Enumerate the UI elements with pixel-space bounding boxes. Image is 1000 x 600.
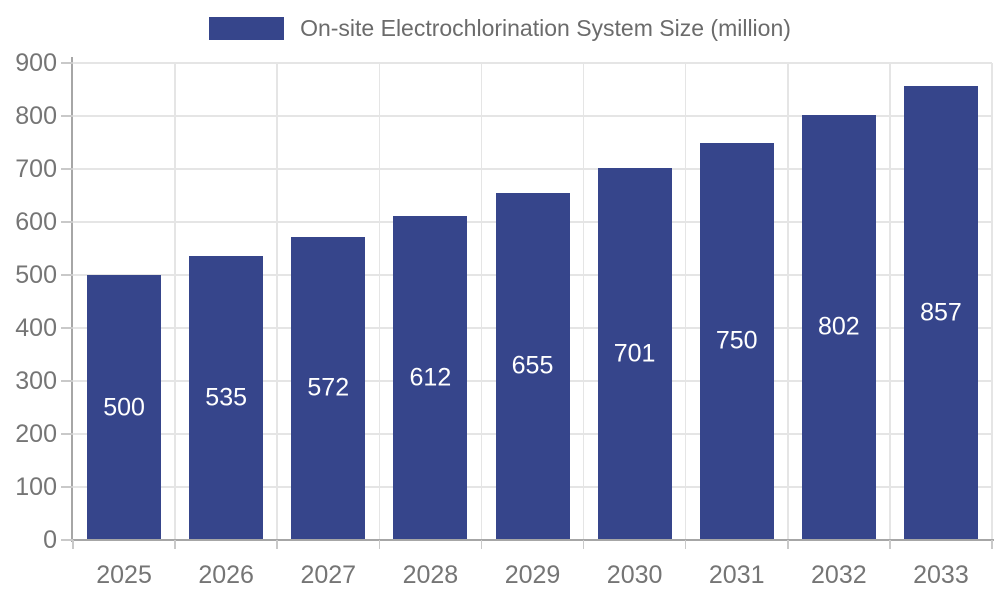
bar-value-label: 500 bbox=[103, 393, 145, 421]
y-tick-label: 200 bbox=[15, 420, 57, 448]
bar-value-label: 655 bbox=[511, 351, 554, 380]
x-tick-label: 2028 bbox=[402, 561, 459, 589]
y-tick-label: 600 bbox=[15, 208, 57, 236]
x-tick-mark bbox=[174, 540, 176, 549]
y-tick-mark bbox=[61, 433, 73, 435]
x-tick-mark bbox=[378, 540, 381, 549]
bar: 500 bbox=[87, 275, 162, 540]
bar-value-label: 612 bbox=[409, 363, 452, 392]
bar: 802 bbox=[801, 114, 876, 540]
y-tick-label: 400 bbox=[15, 314, 57, 342]
y-tick-mark bbox=[61, 168, 73, 170]
bar: 857 bbox=[903, 85, 978, 540]
x-grid-line bbox=[684, 63, 687, 540]
y-tick-label: 900 bbox=[15, 49, 57, 77]
bar-value-label: 750 bbox=[715, 326, 758, 355]
y-tick-mark bbox=[61, 539, 73, 541]
bar: 655 bbox=[495, 192, 570, 540]
y-tick-label: 300 bbox=[15, 367, 57, 395]
y-tick-mark bbox=[61, 62, 73, 64]
x-tick-label: 2026 bbox=[198, 561, 254, 589]
bar: 701 bbox=[597, 168, 672, 540]
bar: 750 bbox=[699, 142, 774, 540]
x-grid-line bbox=[276, 63, 279, 540]
y-tick-label: 100 bbox=[15, 473, 57, 501]
bar-value-label: 857 bbox=[920, 298, 962, 327]
plot-area: 500 535 572 612 655 701 750 802 857 bbox=[73, 62, 993, 540]
x-tick-label: 2030 bbox=[606, 561, 663, 589]
bar-value-label: 535 bbox=[205, 383, 248, 412]
x-grid-line bbox=[480, 63, 483, 540]
x-tick-mark bbox=[582, 540, 585, 549]
x-tick-mark bbox=[786, 540, 789, 549]
y-tick-mark bbox=[61, 327, 73, 329]
x-grid-line bbox=[582, 63, 585, 540]
x-tick-label: 2031 bbox=[708, 561, 765, 589]
bar-value-label: 701 bbox=[613, 339, 656, 368]
x-tick-mark bbox=[684, 540, 687, 549]
x-tick-label: 2027 bbox=[300, 561, 357, 589]
y-tick-mark bbox=[61, 221, 73, 223]
y-tick-mark bbox=[61, 486, 73, 488]
y-tick-mark bbox=[61, 274, 73, 276]
y-grid-line bbox=[73, 62, 992, 64]
x-axis-line bbox=[71, 539, 994, 541]
x-grid-line bbox=[786, 63, 789, 540]
x-grid-line bbox=[378, 63, 381, 540]
bar-value-label: 572 bbox=[307, 373, 350, 402]
y-tick-label: 800 bbox=[15, 102, 57, 130]
y-tick-label: 0 bbox=[43, 526, 57, 554]
y-tick-mark bbox=[61, 380, 73, 382]
x-grid-line bbox=[174, 63, 176, 540]
legend-label[interactable]: On-site Electrochlorination System Size … bbox=[300, 15, 791, 41]
x-tick-label: 2032 bbox=[811, 561, 867, 589]
y-axis-line bbox=[71, 57, 73, 542]
x-tick-mark bbox=[276, 540, 279, 549]
bar: 572 bbox=[291, 236, 366, 540]
y-grid-line bbox=[73, 115, 992, 117]
y-tick-label: 700 bbox=[15, 155, 57, 183]
legend-swatch[interactable] bbox=[209, 17, 285, 40]
x-tick-mark bbox=[991, 540, 993, 549]
x-tick-mark bbox=[889, 540, 891, 549]
x-tick-mark bbox=[72, 540, 74, 549]
x-grid-line bbox=[991, 63, 993, 540]
y-tick-label: 500 bbox=[15, 261, 57, 289]
x-tick-label: 2029 bbox=[504, 561, 561, 589]
bar-value-label: 802 bbox=[817, 312, 860, 341]
x-tick-mark bbox=[480, 540, 483, 549]
bar: 535 bbox=[189, 256, 264, 540]
x-grid-line bbox=[889, 63, 891, 540]
y-grid-line bbox=[73, 168, 992, 170]
bar: 612 bbox=[393, 215, 468, 540]
x-tick-label: 2033 bbox=[913, 561, 969, 589]
legend[interactable]: On-site Electrochlorination System Size … bbox=[0, 15, 1000, 42]
y-tick-mark bbox=[61, 115, 73, 117]
x-tick-label: 2025 bbox=[96, 561, 152, 589]
